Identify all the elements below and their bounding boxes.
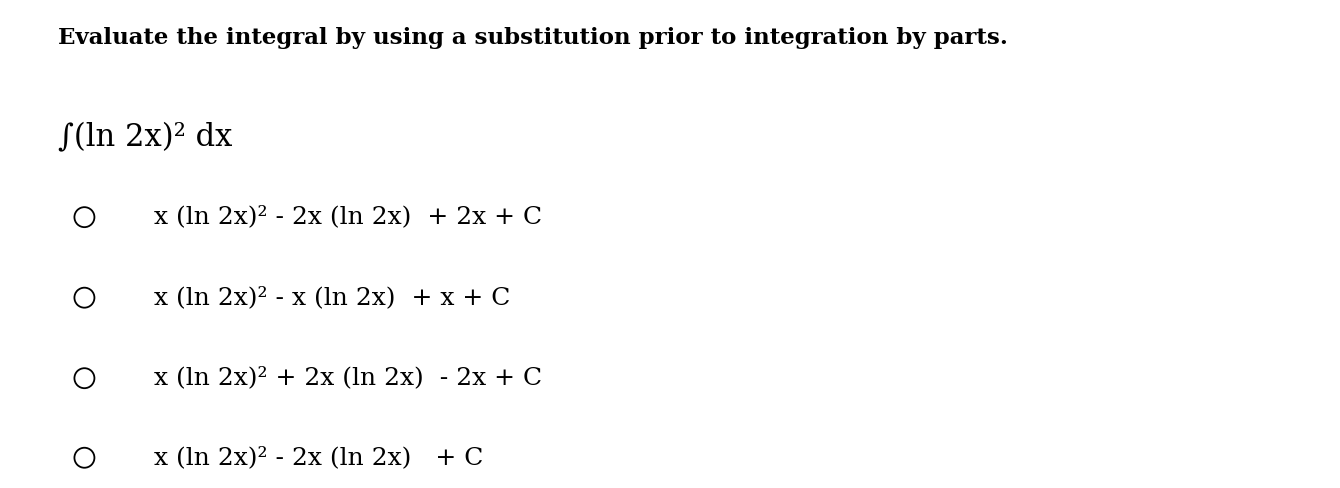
Text: Evaluate the integral by using a substitution prior to integration by parts.: Evaluate the integral by using a substit… bbox=[58, 27, 1008, 49]
Text: x (ln 2x)² + 2x (ln 2x)  - 2x + C: x (ln 2x)² + 2x (ln 2x) - 2x + C bbox=[154, 366, 543, 390]
Text: ∫(ln 2x)² dx: ∫(ln 2x)² dx bbox=[58, 121, 232, 152]
Text: x (ln 2x)² - 2x (ln 2x)   + C: x (ln 2x)² - 2x (ln 2x) + C bbox=[154, 446, 484, 469]
Text: x (ln 2x)² - x (ln 2x)  + x + C: x (ln 2x)² - x (ln 2x) + x + C bbox=[154, 286, 511, 309]
Text: x (ln 2x)² - 2x (ln 2x)  + 2x + C: x (ln 2x)² - 2x (ln 2x) + 2x + C bbox=[154, 205, 543, 229]
